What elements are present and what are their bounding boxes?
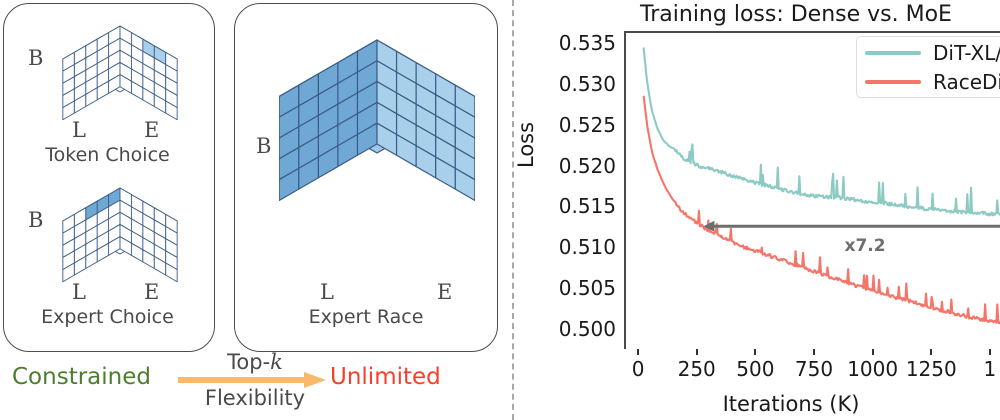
loss-curves-svg (642, 47, 1000, 325)
chart-legend: DiT-XL/2 RaceDiT-X (856, 36, 1000, 98)
x-tick-label: 1000 (847, 357, 899, 381)
caption-token-choice: Token Choice (45, 144, 170, 166)
label-unlimited: Unlimited (330, 364, 441, 390)
token-choice-axis-l: L (72, 118, 86, 142)
expert-race-cube-svg (278, 39, 476, 202)
arrow-line (178, 377, 308, 383)
x-tick-mark (930, 349, 933, 355)
x-tick-mark (871, 349, 874, 355)
expert-race-axis-e: E (437, 280, 453, 304)
x-tick-label: 1 (983, 357, 997, 381)
training-loss-chart: Training loss: Dense vs. MoE Loss Iterat… (514, 0, 1000, 420)
token-choice-cube-svg (62, 25, 178, 121)
legend-label-moe: RaceDiT-X (933, 70, 1000, 94)
annotation-speedup-label: x7.2 (844, 236, 886, 257)
y-tick-label: 0.510 (558, 235, 616, 260)
expert-choice-cube-svg (62, 187, 178, 283)
y-tick-label: 0.535 (558, 31, 616, 56)
x-tick-mark (754, 349, 757, 355)
arrow-head-icon (304, 372, 326, 388)
moe-routing-diagram: B L E Token Choice B L E Expert Choice B… (3, 3, 498, 410)
flexibility-arrow (178, 372, 330, 388)
loss-curve-racedit-xl (642, 95, 1000, 325)
expert-choice-axis-e: E (144, 280, 160, 304)
x-tick-label: 250 (677, 357, 716, 381)
label-topk: Top-k (185, 350, 325, 374)
panel-divider (512, 0, 514, 420)
y-axis-ticks: 0.500 0.505 0.510 0.515 0.520 0.525 0.530 0.535 (530, 0, 637, 420)
expert-choice-axis-l: L (72, 280, 86, 304)
legend-label-dense: DiT-XL/2 (933, 41, 1000, 65)
x-tick-mark (813, 349, 815, 355)
legend-swatch-dense (865, 51, 921, 55)
label-topk-prefix: Top- (227, 350, 271, 374)
expert-choice-axis-b: B (28, 208, 44, 232)
cube-token-choice (55, 14, 185, 132)
chart-xlabel: Iterations (K) (722, 392, 860, 416)
y-tick-label: 0.515 (558, 194, 616, 219)
loss-curve-dit-xl-2 (642, 47, 1000, 217)
expert-race-axis-b: B (256, 134, 272, 158)
x-tick-label: 750 (794, 357, 834, 381)
label-constrained: Constrained (12, 364, 151, 390)
y-tick-label: 0.520 (558, 153, 616, 178)
caption-expert-race: Expert Race (308, 306, 424, 328)
y-tick-label: 0.525 (558, 112, 616, 137)
x-tick-mark (988, 349, 991, 355)
x-tick-label: 0 (631, 357, 645, 381)
token-choice-axis-b: B (28, 46, 44, 70)
legend-entry-moe: RaceDiT-X (865, 68, 1000, 96)
y-tick-label: 0.500 (558, 316, 616, 341)
expert-race-axis-l: L (320, 280, 334, 304)
x-tick-label: 500 (736, 357, 775, 381)
y-tick-label: 0.530 (558, 72, 616, 96)
chart-title: Training loss: Dense vs. MoE (640, 2, 952, 27)
label-topk-k: k (270, 350, 283, 374)
caption-expert-choice: Expert Choice (41, 306, 174, 328)
x-tick-label: 1250 (905, 357, 957, 381)
legend-entry-dense: DiT-XL/2 (865, 39, 1000, 67)
cube-expert-choice (55, 176, 185, 294)
x-tick-mark (637, 349, 640, 355)
label-flexibility: Flexibility (204, 386, 306, 410)
legend-swatch-moe (865, 80, 921, 84)
cube-expert-race (278, 32, 476, 262)
x-tick-mark (695, 349, 698, 355)
y-tick-label: 0.505 (558, 275, 616, 300)
annotation-arrow-head-icon (703, 220, 715, 232)
token-choice-axis-e: E (144, 118, 160, 142)
